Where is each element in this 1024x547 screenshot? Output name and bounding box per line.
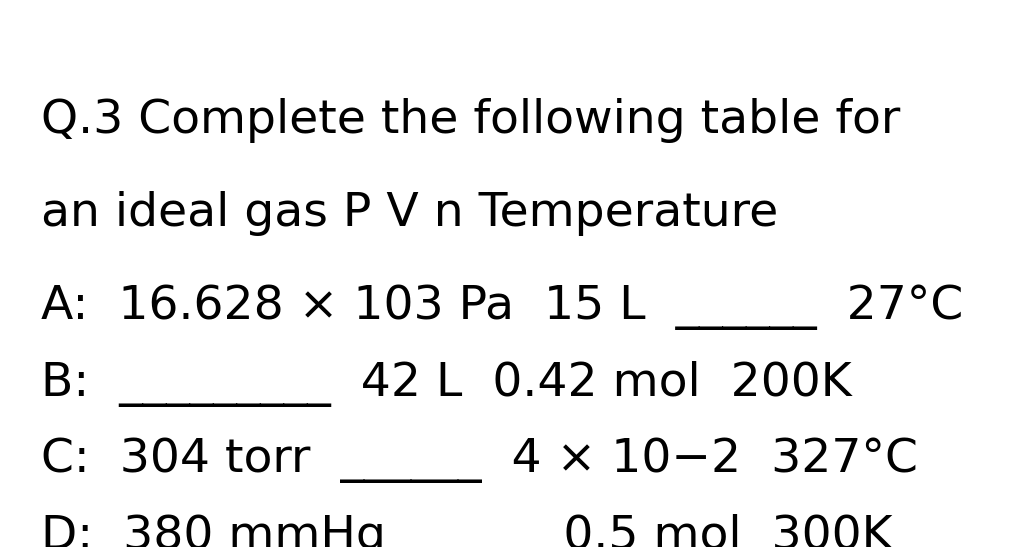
Text: A:  16.628 × 103 Pa  15 L  ______  27°C: A: 16.628 × 103 Pa 15 L ______ 27°C: [41, 284, 964, 330]
Text: an ideal gas P V n Temperature: an ideal gas P V n Temperature: [41, 191, 778, 236]
Text: Q.3 Complete the following table for: Q.3 Complete the following table for: [41, 98, 900, 143]
Text: D:  380 mmHg  _____  0.5 mol  300K: D: 380 mmHg _____ 0.5 mol 300K: [41, 514, 893, 547]
Text: B:  _________  42 L  0.42 mol  200K: B: _________ 42 L 0.42 mol 200K: [41, 361, 852, 407]
Text: C:  304 torr  ______  4 × 10−2  327°C: C: 304 torr ______ 4 × 10−2 327°C: [41, 438, 918, 483]
